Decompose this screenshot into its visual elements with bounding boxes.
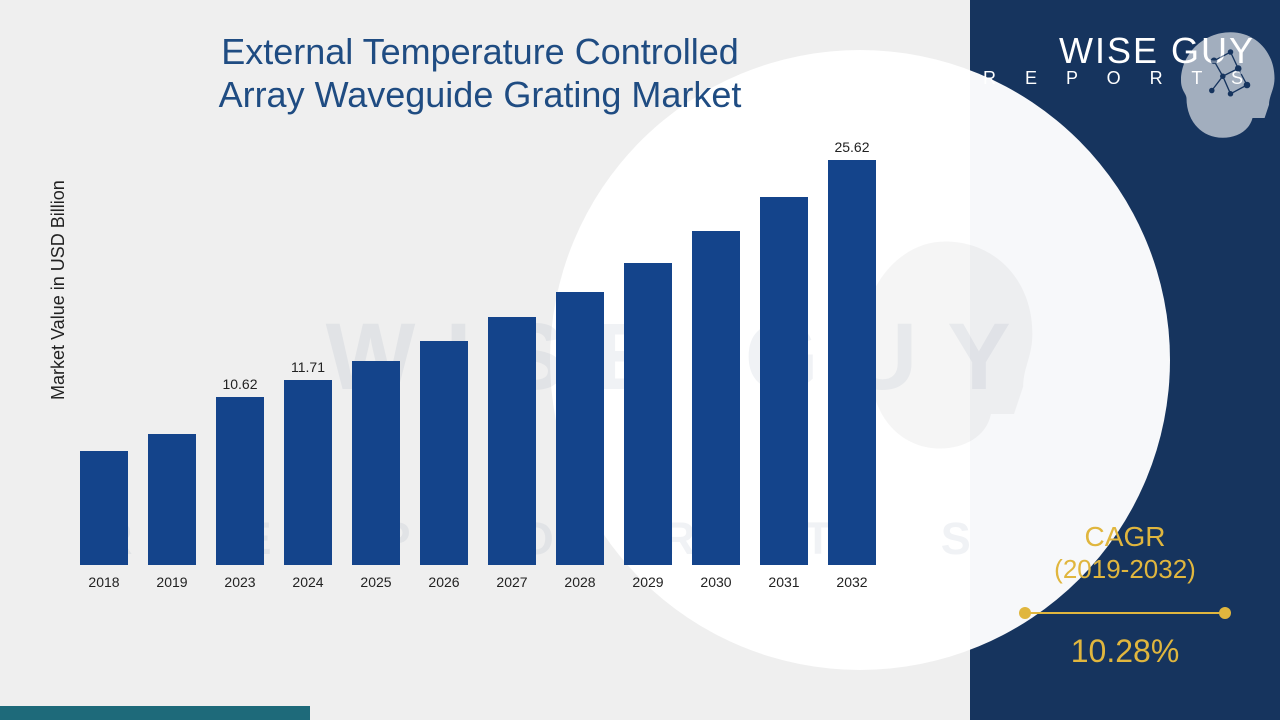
bottom-stripe (0, 706, 310, 720)
bar-2024: 11.71 (284, 380, 332, 565)
cagr-divider (1020, 603, 1230, 623)
chart-title: External Temperature Controlled Array Wa… (120, 30, 840, 116)
cagr-dot-right (1219, 607, 1231, 619)
cagr-dot-left (1019, 607, 1031, 619)
x-label-2031: 2031 (757, 574, 811, 590)
cagr-block: CAGR (2019-2032) 10.28% (990, 520, 1260, 670)
bar-2025 (352, 361, 400, 565)
bar-2032: 25.62 (828, 160, 876, 565)
cagr-label: CAGR (990, 520, 1260, 554)
bar-value-label: 10.62 (216, 376, 264, 392)
bar-fill (148, 434, 196, 565)
bar-2031 (760, 197, 808, 565)
bar-fill (828, 160, 876, 565)
canvas: WISE GUY R E P O R T S External Temperat… (0, 0, 1280, 720)
x-label-2028: 2028 (553, 574, 607, 590)
bar-fill (420, 341, 468, 565)
x-axis-labels: 2018 2019 2023 2024 2025 2026 2027 2028 2029 2030… (80, 568, 900, 590)
bar-fill (352, 361, 400, 565)
logo-head-icon (1170, 30, 1280, 140)
bar-2030 (692, 231, 740, 565)
x-label-2032: 2032 (825, 574, 879, 590)
bar-fill (624, 263, 672, 565)
title-line-2: Array Waveguide Grating Market (120, 73, 840, 116)
y-axis-label: Market Value in USD Billion (48, 180, 69, 400)
chart-area: 10.62 11.71 25.62 2018 2019 2023 2024 2025 2026… (80, 160, 900, 590)
x-label-2023: 2023 (213, 574, 267, 590)
bar-fill (488, 317, 536, 565)
x-label-2029: 2029 (621, 574, 675, 590)
bar-2028 (556, 292, 604, 565)
cagr-period: (2019-2032) (990, 554, 1260, 585)
bar-fill (216, 397, 264, 565)
bar-value-label: 11.71 (284, 359, 332, 375)
bar-fill (284, 380, 332, 565)
bar-fill (556, 292, 604, 565)
bars-container: 10.62 11.71 25.62 (80, 160, 900, 565)
brand-logo: WISE GUY R E P O R T S (980, 30, 1255, 125)
bar-2018 (80, 451, 128, 565)
bar-value-label: 25.62 (828, 139, 876, 155)
x-label-2026: 2026 (417, 574, 471, 590)
x-label-2025: 2025 (349, 574, 403, 590)
bar-fill (692, 231, 740, 565)
x-label-2030: 2030 (689, 574, 743, 590)
x-label-2027: 2027 (485, 574, 539, 590)
bar-2026 (420, 341, 468, 565)
bar-fill (80, 451, 128, 565)
cagr-value: 10.28% (990, 633, 1260, 670)
bar-2019 (148, 434, 196, 565)
bar-fill (760, 197, 808, 565)
x-label-2019: 2019 (145, 574, 199, 590)
bar-2027 (488, 317, 536, 565)
bar-2029 (624, 263, 672, 565)
x-label-2024: 2024 (281, 574, 335, 590)
title-line-1: External Temperature Controlled (120, 30, 840, 73)
bar-2023: 10.62 (216, 397, 264, 565)
x-label-2018: 2018 (77, 574, 131, 590)
